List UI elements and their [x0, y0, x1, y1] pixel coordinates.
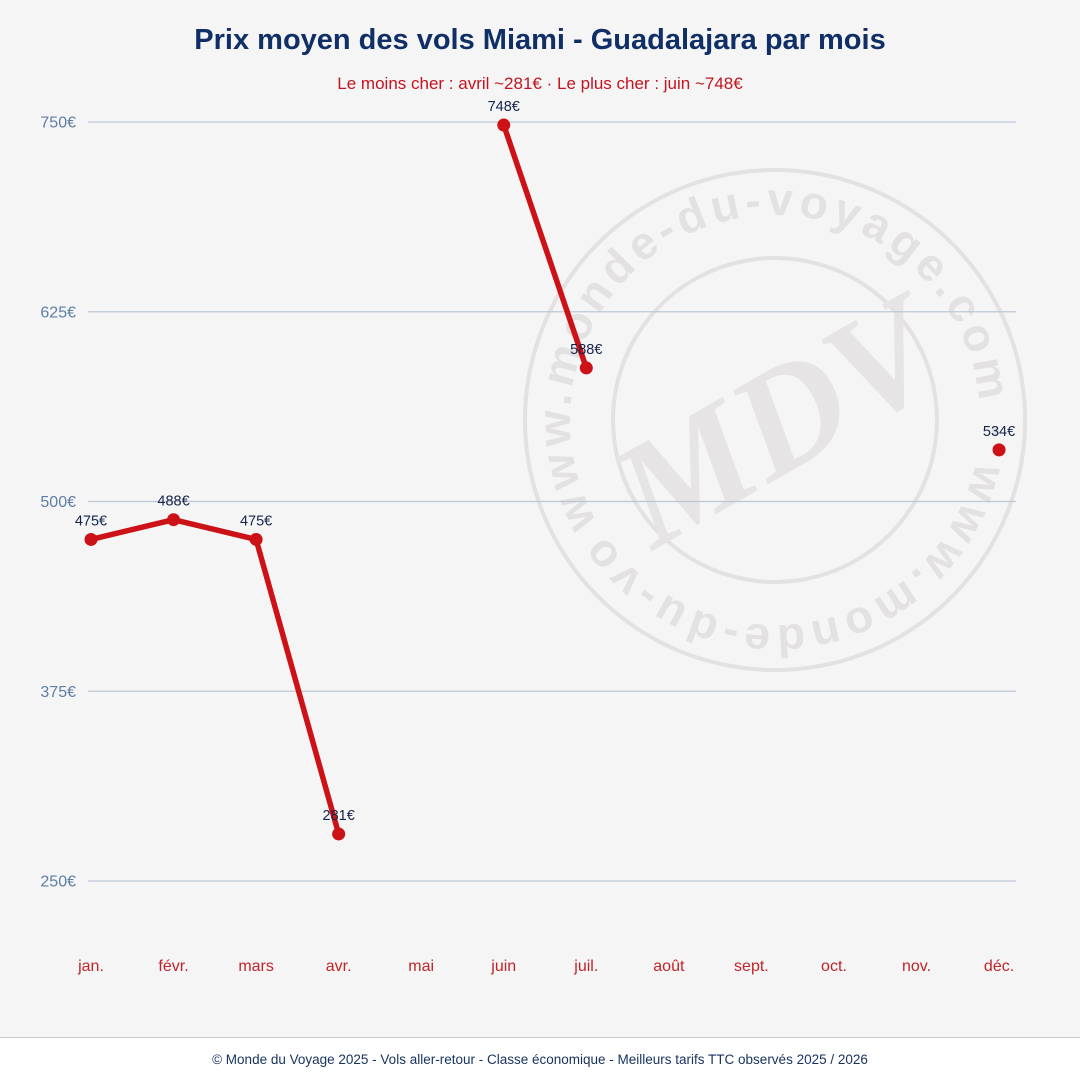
x-axis-label-août: août [653, 958, 685, 975]
point-value-label: 588€ [570, 342, 602, 358]
y-axis-label: 500€ [40, 494, 76, 511]
x-axis-label-déc: déc. [984, 958, 1014, 975]
x-axis-label-juin: juin [490, 958, 516, 975]
x-axis-label-mars: mars [238, 958, 274, 975]
data-point-déc [992, 443, 1006, 457]
footer-text: © Monde du Voyage 2025 - Vols aller-reto… [212, 1051, 868, 1067]
data-point-juil [579, 361, 593, 375]
y-axis-label: 250€ [40, 874, 76, 891]
x-axis-label-févr: févr. [158, 958, 188, 975]
point-value-label: 475€ [240, 513, 272, 529]
price-line-segment [501, 122, 590, 371]
chart-title: Prix moyen des vols Miami - Guadalajara … [194, 24, 886, 56]
data-point-mars [249, 532, 263, 546]
price-line-segment [88, 516, 342, 837]
point-value-label: 748€ [488, 99, 520, 115]
y-axis-label: 750€ [40, 115, 76, 132]
footer: © Monde du Voyage 2025 - Vols aller-reto… [0, 1037, 1080, 1080]
y-axis-label: 375€ [40, 684, 76, 701]
data-point-févr [167, 513, 181, 527]
x-axis-label-juil: juil. [573, 958, 598, 975]
data-point-juin [497, 118, 511, 132]
chart-subtitle: Le moins cher : avril ~281€ · Le plus ch… [337, 74, 743, 93]
x-axis-label-avr: avr. [326, 958, 352, 975]
point-value-label: 281€ [323, 808, 355, 824]
data-point-jan [84, 532, 98, 546]
point-value-label: 475€ [75, 513, 107, 529]
x-axis-label-sept: sept. [734, 958, 769, 975]
point-value-label: 488€ [157, 494, 189, 510]
x-axis-label-nov: nov. [902, 958, 931, 975]
x-axis-label-jan: jan. [77, 958, 104, 975]
point-value-label: 534€ [983, 424, 1015, 440]
data-point-avr [332, 827, 346, 841]
x-axis-label-mai: mai [408, 958, 434, 975]
y-axis-label: 625€ [40, 304, 76, 321]
x-axis-label-oct: oct. [821, 958, 847, 975]
